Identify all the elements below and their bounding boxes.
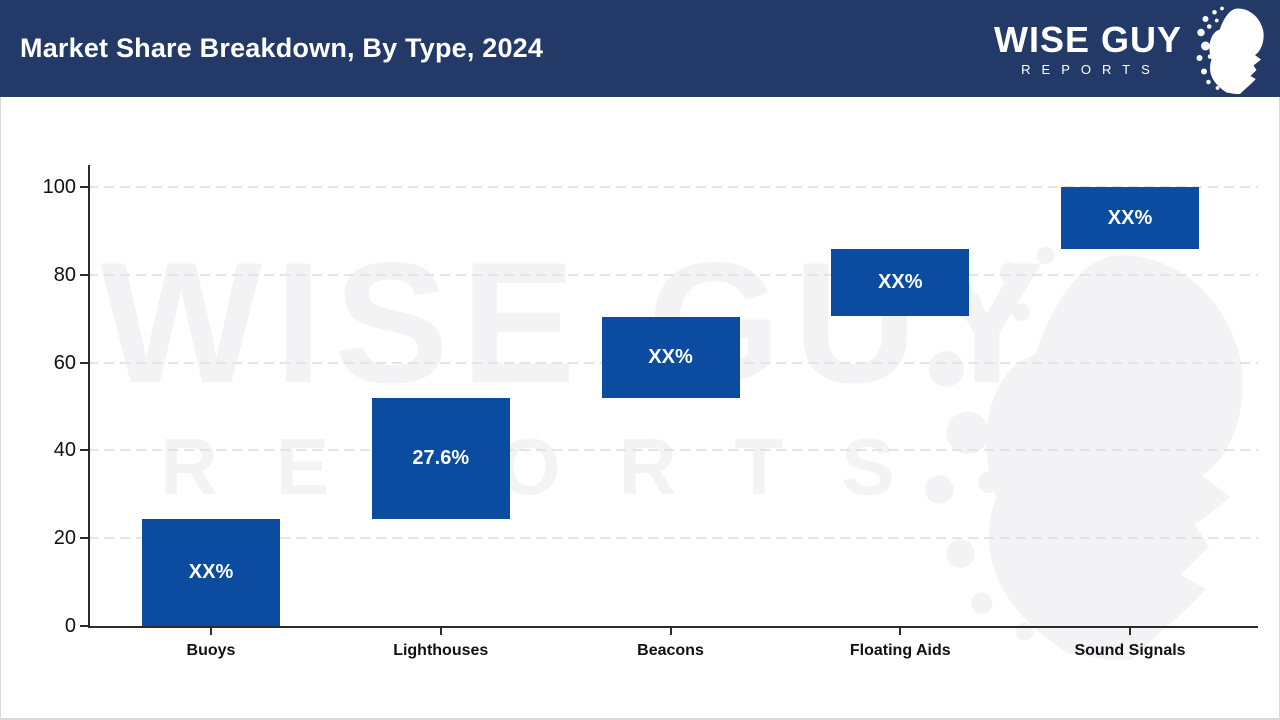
y-axis-tick <box>80 625 88 627</box>
report-header: Market Share Breakdown, By Type, 2024 WI… <box>0 0 1280 97</box>
gridline <box>88 186 1258 188</box>
bar-segment: 27.6% <box>371 398 510 520</box>
x-axis-category-label: Sound Signals <box>1074 642 1186 659</box>
y-axis-tick-label: 80 <box>53 263 76 286</box>
x-axis-tick <box>669 628 672 635</box>
wise-guy-reports-logo: WISE GUY REPORTS <box>994 4 1280 94</box>
y-axis-tick <box>80 449 88 452</box>
x-axis-tick <box>210 628 212 635</box>
x-axis-tick <box>439 628 442 635</box>
bar-value-label: XX% <box>188 561 234 584</box>
x-axis-category-label: Lighthouses <box>393 642 489 659</box>
bar-value-label: XX% <box>648 345 693 368</box>
watermark-subtitle: REPORTS <box>160 422 953 511</box>
x-axis-category-label: Beacons <box>637 642 704 659</box>
gridline <box>88 537 1258 540</box>
x-axis-line <box>88 626 1258 628</box>
y-axis-tick <box>80 361 88 364</box>
y-axis-tick <box>80 186 88 188</box>
y-axis-tick-label: 60 <box>53 351 76 374</box>
y-axis-tick-label: 100 <box>42 176 76 198</box>
bar-segment: XX% <box>601 316 740 399</box>
gridline <box>88 273 1258 276</box>
page-title: Market Share Breakdown, By Type, 2024 <box>20 33 544 63</box>
x-axis-tick <box>899 628 902 635</box>
y-axis-tick-label: 40 <box>53 439 76 462</box>
bar-value-label: XX% <box>1107 206 1153 229</box>
y-axis-tick-label: 0 <box>64 615 76 637</box>
bar-value-label: XX% <box>878 271 923 294</box>
bar-segment: XX% <box>142 519 280 626</box>
y-axis-tick <box>80 273 88 276</box>
dotted-head-logo-icon <box>1196 6 1264 94</box>
x-axis-category-label: Floating Aids <box>849 642 951 659</box>
bar-value-label: 27.6% <box>412 447 470 470</box>
y-axis-tick-label: 20 <box>53 527 76 550</box>
x-axis-category-label: Buoys <box>186 642 236 659</box>
bar-segment: XX% <box>831 249 970 317</box>
logo-subtitle: REPORTS <box>1021 61 1161 77</box>
figure-border <box>0 97 1280 720</box>
gridline <box>88 449 1258 452</box>
y-axis-tick <box>80 537 88 540</box>
watermark-head-icon <box>925 246 1243 661</box>
bar-chart: WISE GUY REPORTS 0 20 40 60 80 100 XX% Buoys 27.… <box>0 97 1280 720</box>
y-axis-line <box>88 165 90 628</box>
x-axis-tick <box>1129 628 1131 635</box>
bar-segment: XX% <box>1061 187 1199 250</box>
logo-wordmark: WISE GUY <box>993 18 1182 60</box>
